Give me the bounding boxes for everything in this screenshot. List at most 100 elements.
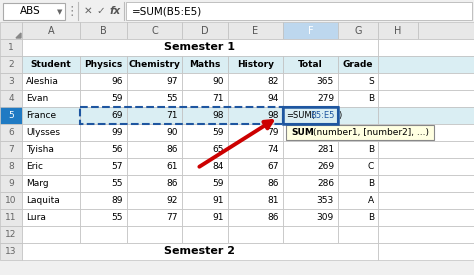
Bar (283, 158, 338, 175)
Bar (182, 73, 228, 90)
Text: 1: 1 (8, 43, 14, 52)
Text: (number1, [number2], ...): (number1, [number2], ...) (313, 128, 429, 137)
Text: H: H (394, 26, 401, 35)
Bar (80, 124, 127, 141)
Text: 86: 86 (267, 213, 279, 222)
Bar (283, 124, 338, 141)
Bar (22, 192, 80, 209)
Text: 55: 55 (166, 94, 178, 103)
Bar (127, 56, 182, 73)
Bar (283, 226, 338, 243)
Bar (283, 175, 338, 192)
Bar (22, 175, 80, 192)
Text: C: C (368, 162, 374, 171)
Text: Eric: Eric (26, 162, 43, 171)
Text: 79: 79 (267, 128, 279, 137)
Bar (126, 2, 472, 20)
Bar (338, 124, 378, 141)
Text: F: F (308, 26, 313, 35)
Bar (182, 141, 228, 158)
Bar (378, 226, 474, 243)
Bar (22, 124, 80, 141)
Text: 94: 94 (268, 94, 279, 103)
Text: 74: 74 (268, 145, 279, 154)
Text: D: D (201, 26, 209, 35)
Text: fx: fx (109, 6, 120, 16)
Bar (127, 90, 182, 107)
Text: SUM: SUM (291, 128, 314, 137)
Text: Grade: Grade (343, 60, 373, 69)
Text: 86: 86 (166, 179, 178, 188)
Text: 7: 7 (8, 145, 14, 154)
Bar (378, 107, 474, 124)
Bar (80, 56, 127, 73)
Bar (80, 226, 127, 243)
Bar (0, 107, 22, 124)
Bar (127, 22, 182, 39)
Text: Evan: Evan (26, 94, 48, 103)
Bar (80, 22, 127, 39)
Text: 98: 98 (267, 111, 279, 120)
Text: 6: 6 (8, 128, 14, 137)
Bar (0, 192, 22, 209)
Bar (228, 192, 283, 209)
Bar (378, 73, 474, 90)
Text: B: B (368, 94, 374, 103)
Bar (182, 124, 228, 141)
Bar (3, 3, 65, 20)
Bar (0, 141, 22, 158)
Bar (283, 192, 338, 209)
Bar (0, 56, 22, 73)
Bar (378, 158, 474, 175)
Text: C: C (151, 26, 158, 35)
Text: 84: 84 (213, 162, 224, 171)
Bar (80, 90, 127, 107)
Bar (283, 90, 338, 107)
Text: 99: 99 (111, 128, 123, 137)
Bar (80, 73, 127, 90)
Text: Total: Total (298, 60, 323, 69)
Bar (0, 226, 22, 243)
Text: 55: 55 (111, 213, 123, 222)
Text: 365: 365 (317, 77, 334, 86)
Text: 97: 97 (166, 77, 178, 86)
Bar (22, 56, 80, 73)
Text: 10: 10 (5, 196, 17, 205)
Bar (283, 107, 338, 124)
Bar (0, 0, 474, 22)
Text: Lura: Lura (26, 213, 46, 222)
Text: ✓: ✓ (97, 6, 105, 16)
Bar (0, 209, 22, 226)
Bar (127, 141, 182, 158)
Bar (228, 124, 283, 141)
Bar (378, 243, 474, 260)
Bar (22, 39, 378, 56)
Bar (378, 141, 474, 158)
Bar (228, 141, 283, 158)
Bar (22, 226, 80, 243)
Text: 90: 90 (212, 77, 224, 86)
Text: 71: 71 (166, 111, 178, 120)
Text: 96: 96 (111, 77, 123, 86)
Bar (127, 226, 182, 243)
Text: =SUM(B5:E5): =SUM(B5:E5) (132, 6, 202, 16)
Text: 57: 57 (111, 162, 123, 171)
Text: B: B (368, 145, 374, 154)
Text: 89: 89 (111, 196, 123, 205)
Bar (378, 39, 474, 56)
Bar (378, 175, 474, 192)
Polygon shape (16, 33, 21, 38)
Text: Aleshia: Aleshia (26, 77, 59, 86)
Text: 91: 91 (212, 213, 224, 222)
Bar (228, 107, 283, 124)
Bar (182, 192, 228, 209)
Bar (338, 209, 378, 226)
Text: 90: 90 (166, 128, 178, 137)
Text: 55: 55 (111, 179, 123, 188)
Bar (338, 22, 378, 39)
Text: B: B (368, 179, 374, 188)
Bar (0, 124, 22, 141)
Bar (283, 56, 338, 73)
Text: 61: 61 (166, 162, 178, 171)
Text: Laquita: Laquita (26, 196, 60, 205)
